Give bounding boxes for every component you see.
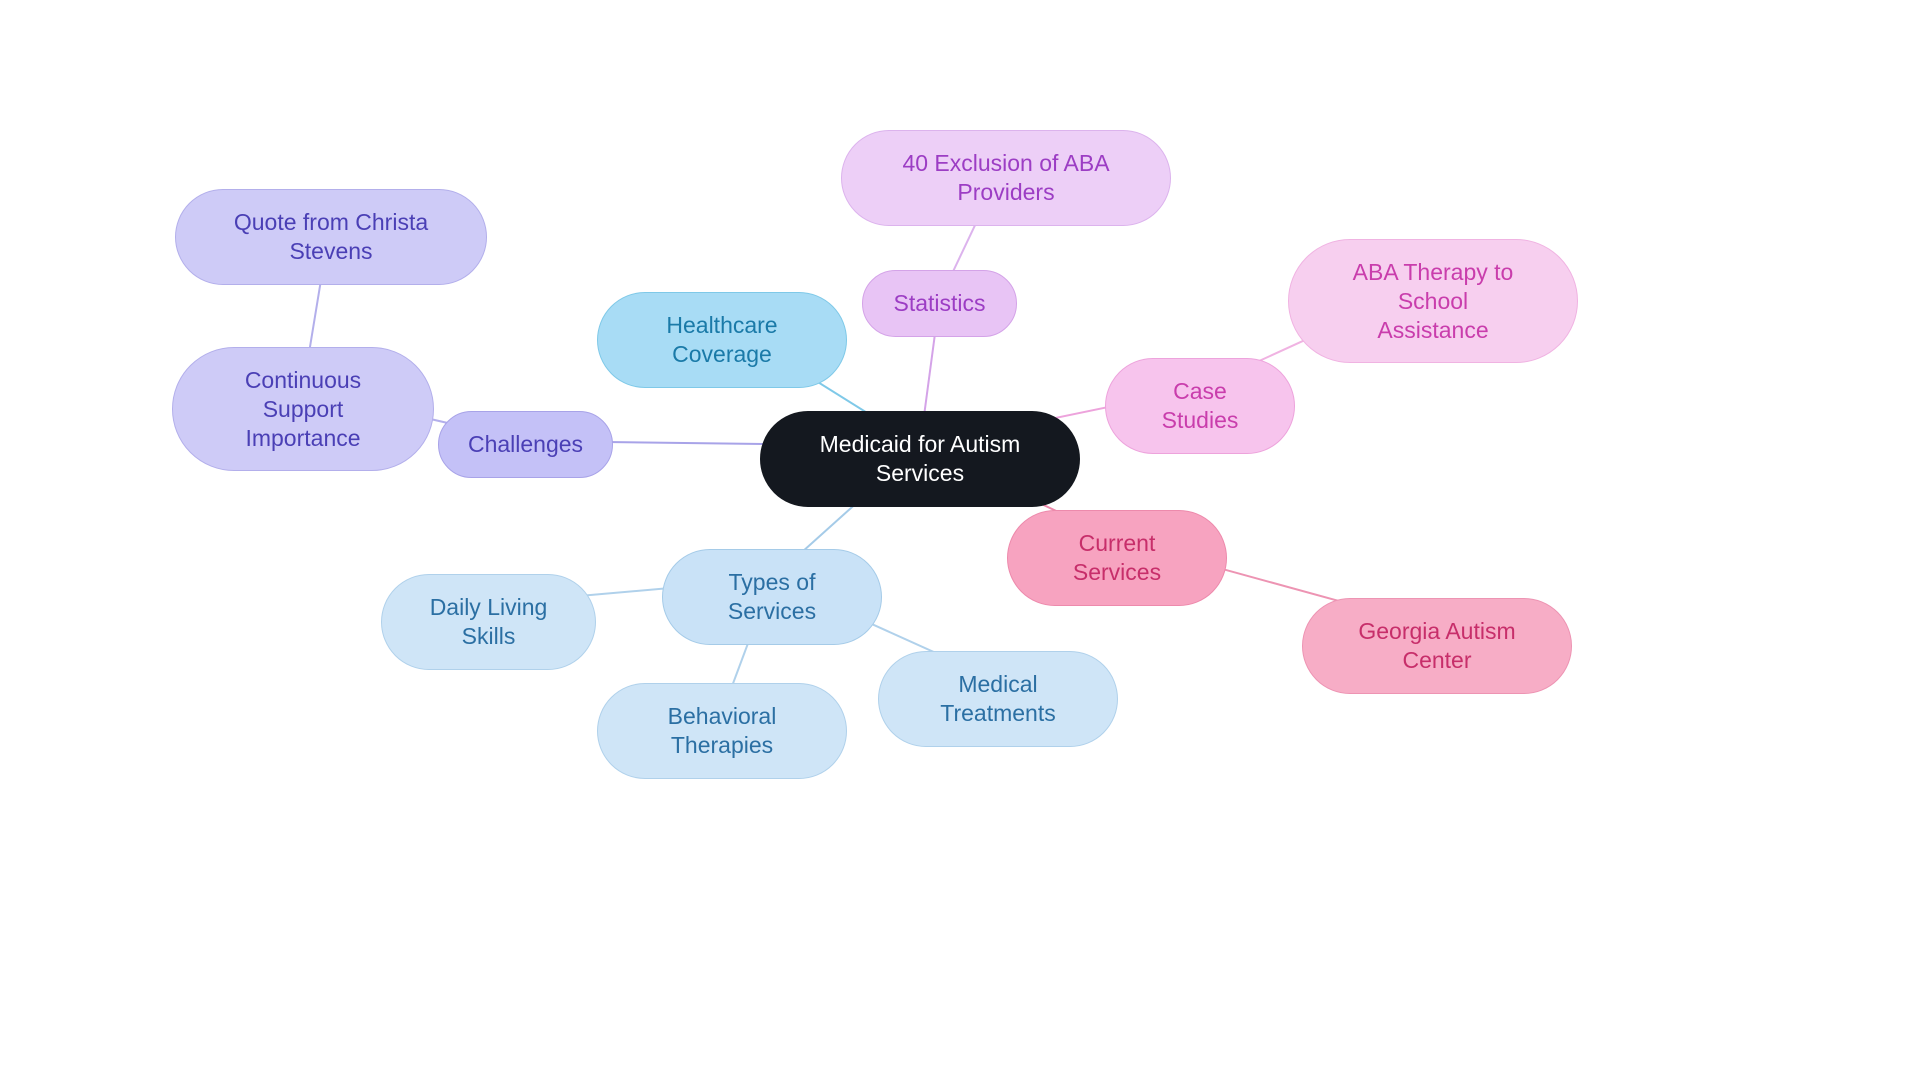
node-types[interactable]: Types of Services [662,549,882,645]
node-root[interactable]: Medicaid for Autism Services [760,411,1080,507]
node-label: Types of Services [695,568,849,626]
node-label: ABA Therapy to School Assistance [1321,258,1545,344]
node-label: Case Studies [1138,377,1262,435]
node-label: 40 Exclusion of ABA Providers [874,149,1138,207]
node-quote[interactable]: Quote from Christa Stevens [175,189,487,285]
node-current[interactable]: Current Services [1007,510,1227,606]
node-healthcare[interactable]: Healthcare Coverage [597,292,847,388]
node-label: Medicaid for Autism Services [793,430,1047,488]
node-label: Medical Treatments [911,670,1085,728]
node-continuous[interactable]: Continuous Support Importance [172,347,434,471]
node-label: Georgia Autism Center [1335,617,1539,675]
node-label: Challenges [468,430,583,459]
node-label: Statistics [893,289,985,318]
node-label: Current Services [1040,529,1194,587]
node-aba[interactable]: ABA Therapy to School Assistance [1288,239,1578,363]
node-challenges[interactable]: Challenges [438,411,613,478]
node-cases[interactable]: Case Studies [1105,358,1295,454]
node-label: Continuous Support Importance [205,366,401,452]
node-exclusion[interactable]: 40 Exclusion of ABA Providers [841,130,1171,226]
node-label: Behavioral Therapies [630,702,814,760]
node-medical[interactable]: Medical Treatments [878,651,1118,747]
node-label: Healthcare Coverage [630,311,814,369]
node-stats[interactable]: Statistics [862,270,1017,337]
node-georgia[interactable]: Georgia Autism Center [1302,598,1572,694]
node-daily[interactable]: Daily Living Skills [381,574,596,670]
node-label: Daily Living Skills [414,593,563,651]
node-label: Quote from Christa Stevens [208,208,454,266]
node-behavioral[interactable]: Behavioral Therapies [597,683,847,779]
